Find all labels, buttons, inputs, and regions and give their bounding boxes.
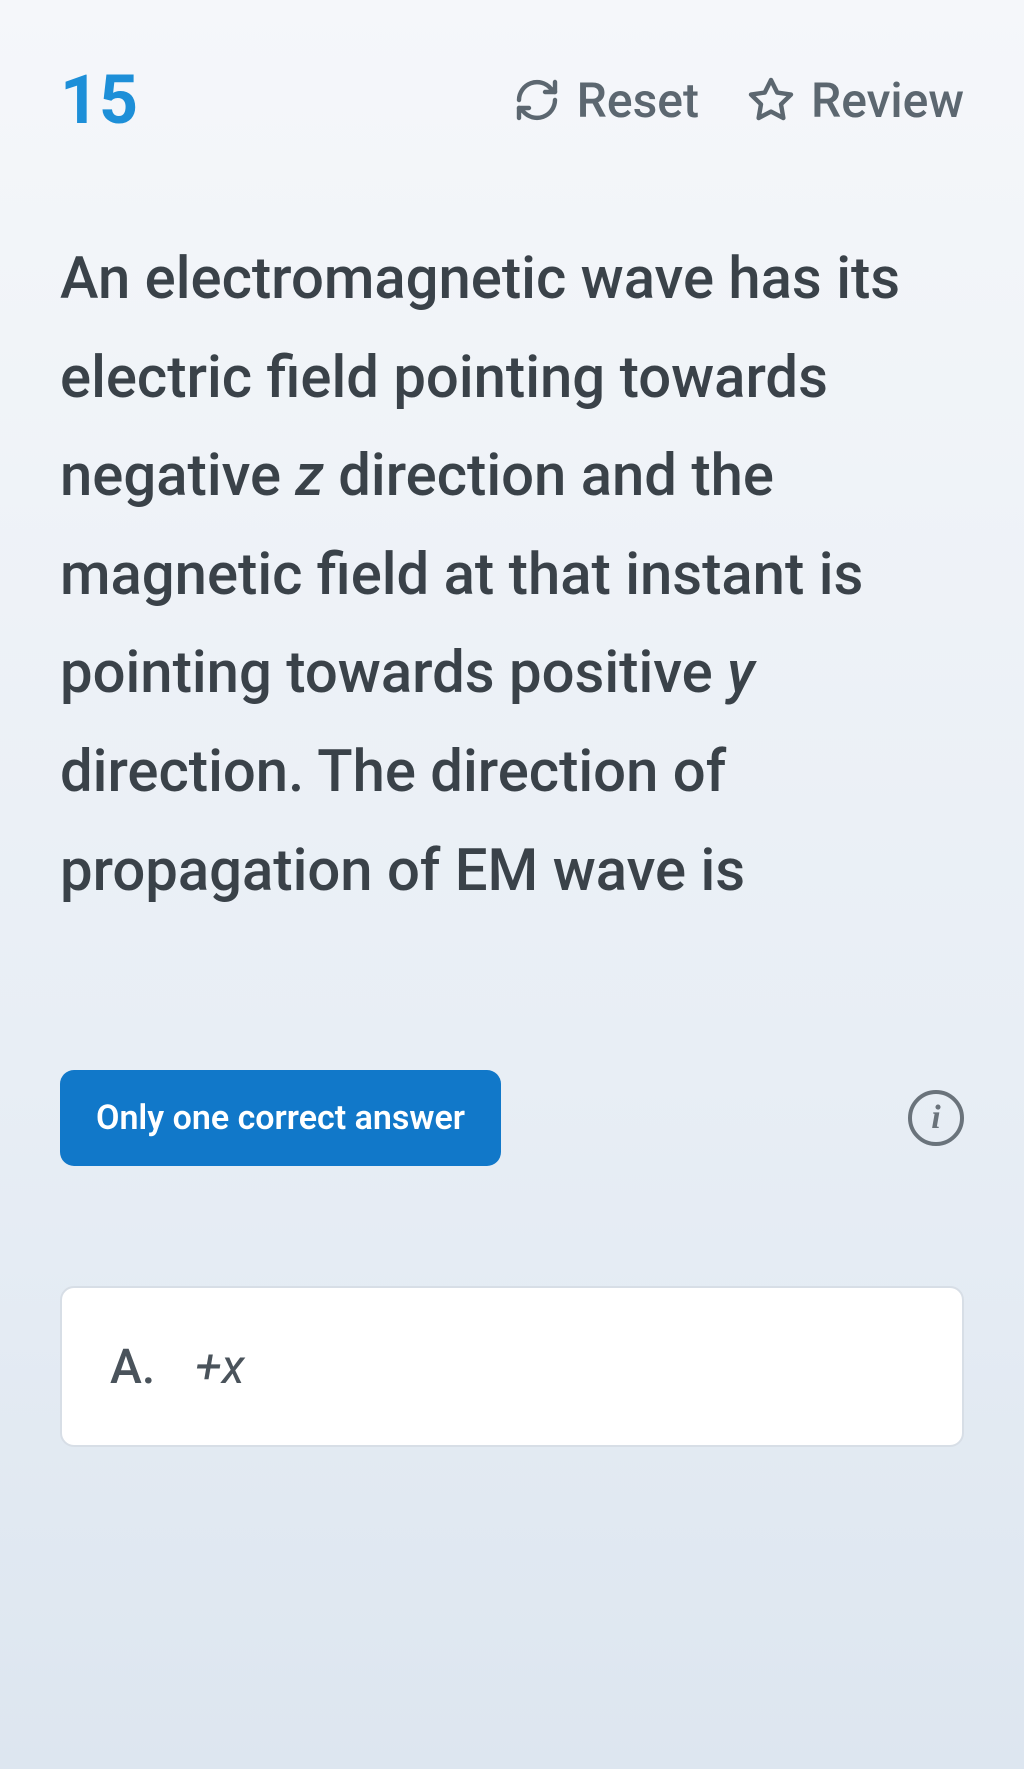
answer-type-badge: Only one correct answer: [60, 1070, 501, 1166]
review-button[interactable]: Review: [747, 72, 964, 129]
question-number: 15: [60, 60, 138, 140]
reset-icon: [513, 76, 561, 124]
question-segment: y: [727, 639, 755, 707]
badge-row: Only one correct answer i: [60, 1070, 964, 1166]
header-actions: Reset Review: [513, 72, 964, 129]
question-header: 15 Reset Review: [60, 60, 964, 140]
option-text: +x: [195, 1338, 245, 1395]
star-icon: [747, 76, 795, 124]
question-segment: z: [295, 442, 323, 510]
quiz-screen: 15 Reset Review An electromagnetic wave …: [0, 0, 1024, 1769]
reset-button[interactable]: Reset: [513, 72, 699, 129]
question-segment: direction. The direction of propagation …: [60, 738, 745, 905]
question-text: An electromagnetic wave has its electric…: [60, 230, 964, 920]
option-letter: A.: [110, 1338, 155, 1395]
review-label: Review: [811, 72, 964, 129]
option-card[interactable]: A. +x: [60, 1286, 964, 1447]
options-list: A. +x: [60, 1286, 964, 1447]
info-icon[interactable]: i: [908, 1090, 964, 1146]
reset-label: Reset: [577, 72, 699, 129]
